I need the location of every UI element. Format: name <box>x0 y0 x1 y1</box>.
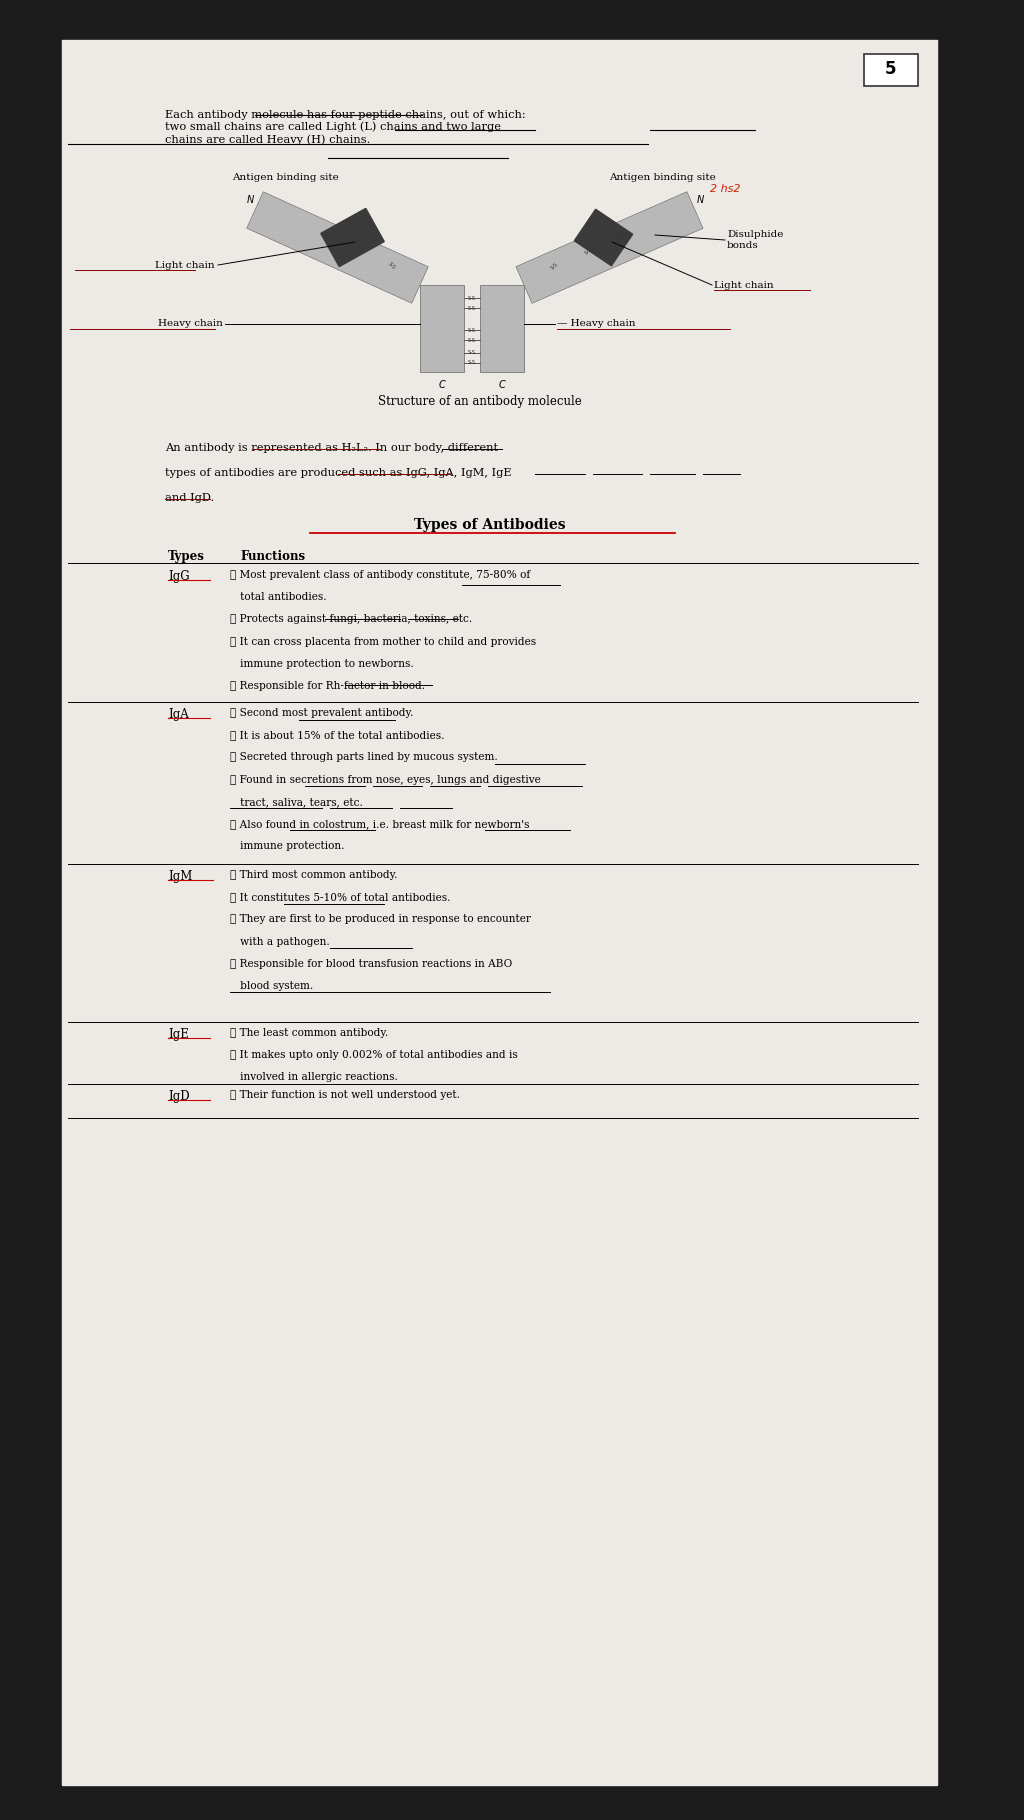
Text: ✓ Protects against fungi, bacteria, toxins, etc.: ✓ Protects against fungi, bacteria, toxi… <box>230 615 472 624</box>
Text: Disulphide
bonds: Disulphide bonds <box>727 231 783 249</box>
Text: becific target: becific target <box>0 937 52 946</box>
Text: bsequent: bsequent <box>3 266 52 275</box>
Text: IgM: IgM <box>168 870 193 883</box>
Text: ✓ Found in secretions from nose, eyes, lungs and digestive: ✓ Found in secretions from nose, eyes, l… <box>230 775 541 784</box>
Text: Each antibody molecule has four peptide chains, out of which:
two small chains a: Each antibody molecule has four peptide … <box>165 109 525 144</box>
Text: ✓ Most prevalent class of antibody constitute, 75-80% of: ✓ Most prevalent class of antibody const… <box>230 570 530 581</box>
Polygon shape <box>321 209 384 266</box>
Text: /her life.: /her life. <box>7 864 52 874</box>
Text: C: C <box>438 380 445 389</box>
Text: N: N <box>247 195 254 206</box>
Text: IgA: IgA <box>168 708 188 721</box>
Text: ✓ It constitutes 5-10% of total antibodies.: ✓ It constitutes 5-10% of total antibodi… <box>230 892 451 903</box>
Text: ✓ Second most prevalent antibody.: ✓ Second most prevalent antibody. <box>230 708 414 719</box>
Text: Antigen binding site: Antigen binding site <box>231 173 338 182</box>
Text: S-S: S-S <box>468 295 476 300</box>
Text: n of any organ: n of any organ <box>0 815 52 824</box>
Text: mune responses: mune responses <box>0 142 52 151</box>
Text: ndary response. It has: ndary response. It has <box>0 340 52 349</box>
Text: ✓ It makes upto only 0.002% of total antibodies and is: ✓ It makes upto only 0.002% of total ant… <box>230 1050 518 1061</box>
Text: Heavy chain: Heavy chain <box>158 320 223 328</box>
Text: ried out with the: ried out with the <box>0 413 52 422</box>
Text: ✓ Responsible for blood transfusion reactions in ABO: ✓ Responsible for blood transfusion reac… <box>230 959 512 968</box>
Text: S-S: S-S <box>550 262 559 271</box>
Text: tract, saliva, tears, etc.: tract, saliva, tears, etc. <box>230 797 362 806</box>
Text: Functions: Functions <box>240 550 305 562</box>
Text: ✓ It can cross placenta from mother to child and provides: ✓ It can cross placenta from mother to c… <box>230 637 537 646</box>
Text: immune protection.: immune protection. <box>230 841 344 852</box>
Text: IgD: IgD <box>168 1090 189 1103</box>
Text: Antigen binding site: Antigen binding site <box>608 173 716 182</box>
Bar <box>420 286 464 371</box>
Bar <box>480 286 524 371</box>
Text: Types: Types <box>168 550 205 562</box>
Text: involved in allergic reactions.: involved in allergic reactions. <box>230 1072 398 1083</box>
Polygon shape <box>516 191 703 304</box>
Text: ✓ The least common antibody.: ✓ The least common antibody. <box>230 1028 388 1037</box>
Text: nce an army of: nce an army of <box>0 524 52 533</box>
Text: N: N <box>696 195 703 206</box>
Text: onse, cell memory: onse, cell memory <box>0 217 52 226</box>
Text: S-S: S-S <box>468 337 476 342</box>
Text: nse generated when a: nse generated when a <box>0 167 52 177</box>
Text: es: es <box>41 488 52 497</box>
Text: S-S: S-S <box>468 306 476 311</box>
Text: S-S: S-S <box>617 231 627 240</box>
Text: eins): eins) <box>27 1090 52 1099</box>
Text: with a pathogen.: with a pathogen. <box>230 937 330 946</box>
Text: an important role: an important role <box>0 675 52 684</box>
Text: aft rejection are: aft rejection are <box>0 764 52 774</box>
Text: blood system.: blood system. <box>230 981 313 992</box>
Text: dies.: dies. <box>28 1059 52 1068</box>
Bar <box>62 40 937 1785</box>
Text: for body's: for body's <box>0 701 52 710</box>
Text: S-S: S-S <box>387 262 396 271</box>
FancyBboxPatch shape <box>864 55 918 86</box>
Text: IgE: IgE <box>168 1028 188 1041</box>
Text: ✓ Secreted through parts lined by mucous system.: ✓ Secreted through parts lined by mucous… <box>230 752 498 763</box>
Text: 5: 5 <box>886 60 897 78</box>
Text: S-S: S-S <box>584 248 593 257</box>
Text: on-self.: on-self. <box>14 724 52 733</box>
Text: S-S: S-S <box>353 248 362 257</box>
Text: ✓ Third most common antibody.: ✓ Third most common antibody. <box>230 870 397 881</box>
Text: onse.: onse. <box>25 650 52 659</box>
Text: S-S: S-S <box>468 360 476 366</box>
Text: ✓ Responsible for Rh-factor in blood.: ✓ Responsible for Rh-factor in blood. <box>230 681 425 692</box>
Text: S-S: S-S <box>468 328 476 333</box>
Text: ✓ Their function is not well understood yet.: ✓ Their function is not well understood … <box>230 1090 460 1099</box>
Text: self and foreign: self and foreign <box>0 366 52 373</box>
Text: C: C <box>499 380 506 389</box>
Text: to pathogens.: to pathogens. <box>0 550 52 559</box>
Text: e first time. It is of low: e first time. It is of low <box>0 191 52 200</box>
Text: icits secondary: icits secondary <box>0 289 52 298</box>
Text: immune protection to newborns.: immune protection to newborns. <box>230 659 414 668</box>
Text: S-S: S-S <box>468 351 476 355</box>
Text: Light chain: Light chain <box>156 260 215 269</box>
Polygon shape <box>574 209 633 266</box>
Text: types of antibodies are produced such as IgG, IgA, IgM, IgE: types of antibodies are produced such as… <box>165 468 512 479</box>
Text: and IgD.: and IgD. <box>165 493 214 502</box>
Text: Light chain: Light chain <box>714 280 773 289</box>
Text: ✓ Also found in colostrum, i.e. breast milk for newborn's: ✓ Also found in colostrum, i.e. breast m… <box>230 819 529 828</box>
Text: vmphocytes and: vmphocytes and <box>0 439 52 448</box>
Text: S-S: S-S <box>321 231 330 240</box>
Text: — Heavy chain: — Heavy chain <box>557 320 636 328</box>
Text: Structure of an antibody molecule: Structure of an antibody molecule <box>378 395 582 408</box>
Text: e B-cells to: e B-cells to <box>0 976 52 985</box>
Text: onsible for: onsible for <box>0 890 52 899</box>
Text: nocytes to produce: nocytes to produce <box>0 601 52 610</box>
Text: total antibodies.: total antibodies. <box>230 592 327 602</box>
Text: nemory of the first: nemory of the first <box>0 315 52 324</box>
Text: IgG: IgG <box>168 570 189 582</box>
Text: Types of Antibodies: Types of Antibodies <box>414 519 566 531</box>
Text: 2 hs2: 2 hs2 <box>710 184 740 195</box>
Text: ✓ It is about 15% of the total antibodies.: ✓ It is about 15% of the total antibodie… <box>230 730 444 741</box>
Text: ich when: ich when <box>4 1036 52 1045</box>
Text: An antibody is represented as H₂L₂. In our body, different: An antibody is represented as H₂L₂. In o… <box>165 442 498 453</box>
Polygon shape <box>247 191 428 304</box>
Text: ne patient has: ne patient has <box>0 841 52 848</box>
Text: d group: d group <box>11 790 52 799</box>
Text: ✓ They are first to be produced in response to encounter: ✓ They are first to be produced in respo… <box>230 914 530 925</box>
